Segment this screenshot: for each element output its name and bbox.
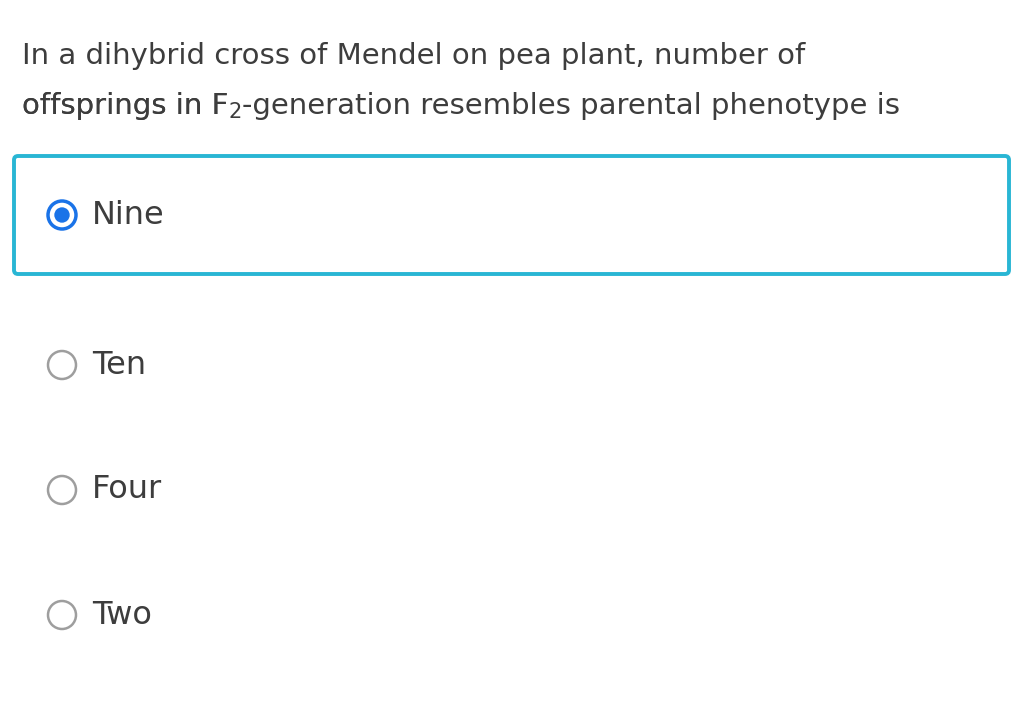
Text: 2: 2: [228, 102, 242, 122]
Circle shape: [48, 201, 76, 229]
Circle shape: [54, 207, 70, 222]
Circle shape: [48, 476, 76, 504]
Text: In a dihybrid cross of Mendel on pea plant, number of: In a dihybrid cross of Mendel on pea pla…: [22, 42, 805, 70]
Text: Ten: Ten: [92, 350, 146, 380]
Circle shape: [48, 601, 76, 629]
Text: offsprings in F: offsprings in F: [22, 92, 228, 120]
Text: Four: Four: [92, 475, 162, 506]
Text: Nine: Nine: [92, 199, 165, 230]
Text: offsprings in F: offsprings in F: [22, 92, 228, 120]
FancyBboxPatch shape: [14, 156, 1009, 274]
Text: Two: Two: [92, 599, 152, 631]
Text: -generation resembles parental phenotype is: -generation resembles parental phenotype…: [242, 92, 900, 120]
Circle shape: [48, 351, 76, 379]
